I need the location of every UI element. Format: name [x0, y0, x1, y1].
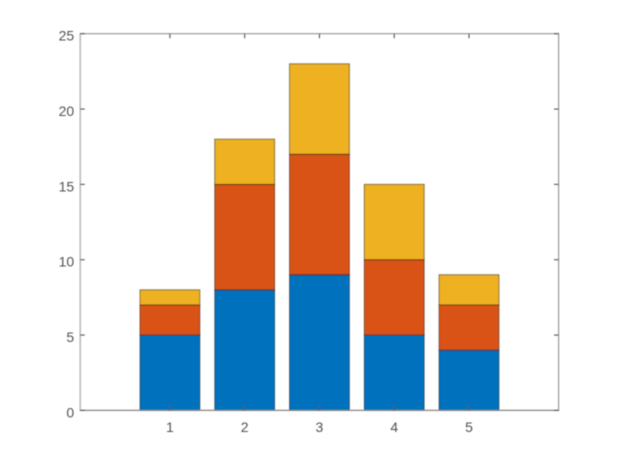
svg-text:5: 5: [66, 329, 74, 345]
svg-text:15: 15: [59, 178, 75, 194]
svg-text:2: 2: [241, 419, 249, 435]
svg-text:20: 20: [59, 103, 75, 119]
svg-text:0: 0: [66, 404, 74, 420]
svg-text:3: 3: [316, 419, 324, 435]
svg-text:5: 5: [465, 419, 473, 435]
svg-text:10: 10: [59, 254, 75, 270]
svg-text:4: 4: [390, 419, 398, 435]
svg-text:25: 25: [59, 28, 75, 44]
svg-text:1: 1: [166, 419, 174, 435]
